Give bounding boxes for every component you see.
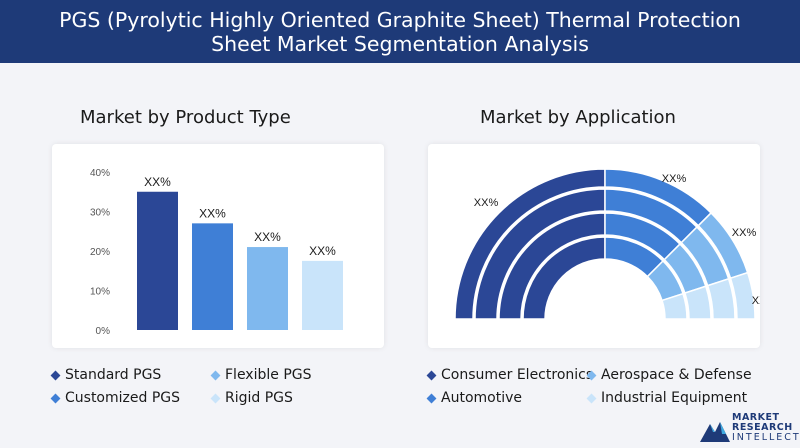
donut-chart: XX% XX% XX% XX% xyxy=(454,168,776,320)
slice-industrial-equipment xyxy=(729,271,756,320)
bar-standard-pgs xyxy=(137,191,178,330)
bar-data-label: XX% xyxy=(199,206,226,220)
slice-data-label: XX% xyxy=(732,227,757,239)
slice-industrial-equipment xyxy=(706,277,736,320)
y-tick-label: 40% xyxy=(90,168,110,179)
brand-logo: MARKET RESEARCH INTELLECT xyxy=(700,410,799,444)
bar-flexible-pgs xyxy=(247,247,288,330)
application-title: Market by Application xyxy=(480,107,676,128)
legend-consumer-electronics: Consumer Electronics xyxy=(426,367,594,383)
legend-industrial-equipment: Industrial Equipment xyxy=(586,390,748,406)
bar-rigid-pgs xyxy=(302,260,343,330)
slice-industrial-equipment xyxy=(661,292,688,320)
legend-label: Consumer Electronics xyxy=(441,367,594,383)
bar-chart: 0% 10% 20% 30% 40% XX% XX% XX% XX% xyxy=(90,168,343,337)
slice-data-label: XX% xyxy=(752,295,760,307)
legend-marker xyxy=(586,370,597,380)
legend-marker xyxy=(210,370,221,380)
slice-data-label: XX% xyxy=(662,173,687,185)
bar-chart-card: 0% 10% 20% 30% 40% XX% XX% XX% XX% xyxy=(52,144,384,348)
legend-label: Industrial Equipment xyxy=(601,390,748,406)
y-tick-label: 30% xyxy=(90,208,110,219)
logo-line-3: INTELLECT xyxy=(732,432,800,443)
logo-line-2: RESEARCH xyxy=(732,422,793,433)
legend-label: Flexible PGS xyxy=(225,367,312,383)
legend-label: Automotive xyxy=(441,390,522,406)
legend-marker xyxy=(426,393,437,403)
legend-flexible-pgs: Flexible PGS xyxy=(210,367,312,383)
header-banner: PGS (Pyrolytic Highly Oriented Graphite … xyxy=(0,0,800,63)
slice-industrial-equipment xyxy=(683,285,712,320)
product-type-title: Market by Product Type xyxy=(80,107,291,128)
bar-data-label: XX% xyxy=(309,244,336,258)
legend-marker xyxy=(426,370,437,380)
legend-automotive: Automotive xyxy=(426,390,522,406)
legend-aerospace-defense: Aerospace & Defense xyxy=(586,367,752,383)
legend-rigid-pgs: Rigid PGS xyxy=(210,390,293,406)
slice-data-label: XX% xyxy=(474,197,499,209)
legend-marker xyxy=(586,393,597,403)
logo-line-1: MARKET xyxy=(732,412,780,423)
logo-mountain-icon xyxy=(700,422,730,442)
page-title: PGS (Pyrolytic Highly Oriented Graphite … xyxy=(59,7,741,56)
legend-label: Standard PGS xyxy=(65,367,162,383)
legend-customized-pgs: Customized PGS xyxy=(50,390,181,406)
legend-standard-pgs: Standard PGS xyxy=(50,367,162,383)
bar-data-label: XX% xyxy=(144,175,171,189)
bar-data-label: XX% xyxy=(254,230,281,244)
legend-marker xyxy=(210,393,221,403)
legend-marker xyxy=(50,370,61,380)
legend-label: Aerospace & Defense xyxy=(601,367,752,383)
y-tick-label: 10% xyxy=(90,287,110,298)
donut-chart-card: XX% XX% XX% XX% xyxy=(428,144,776,348)
bar-customized-pgs xyxy=(192,223,233,330)
y-tick-label: 0% xyxy=(96,326,111,337)
y-tick-label: 20% xyxy=(90,247,110,258)
legend-label: Rigid PGS xyxy=(225,390,293,406)
legend-marker xyxy=(50,393,61,403)
legend-label: Customized PGS xyxy=(65,390,181,406)
